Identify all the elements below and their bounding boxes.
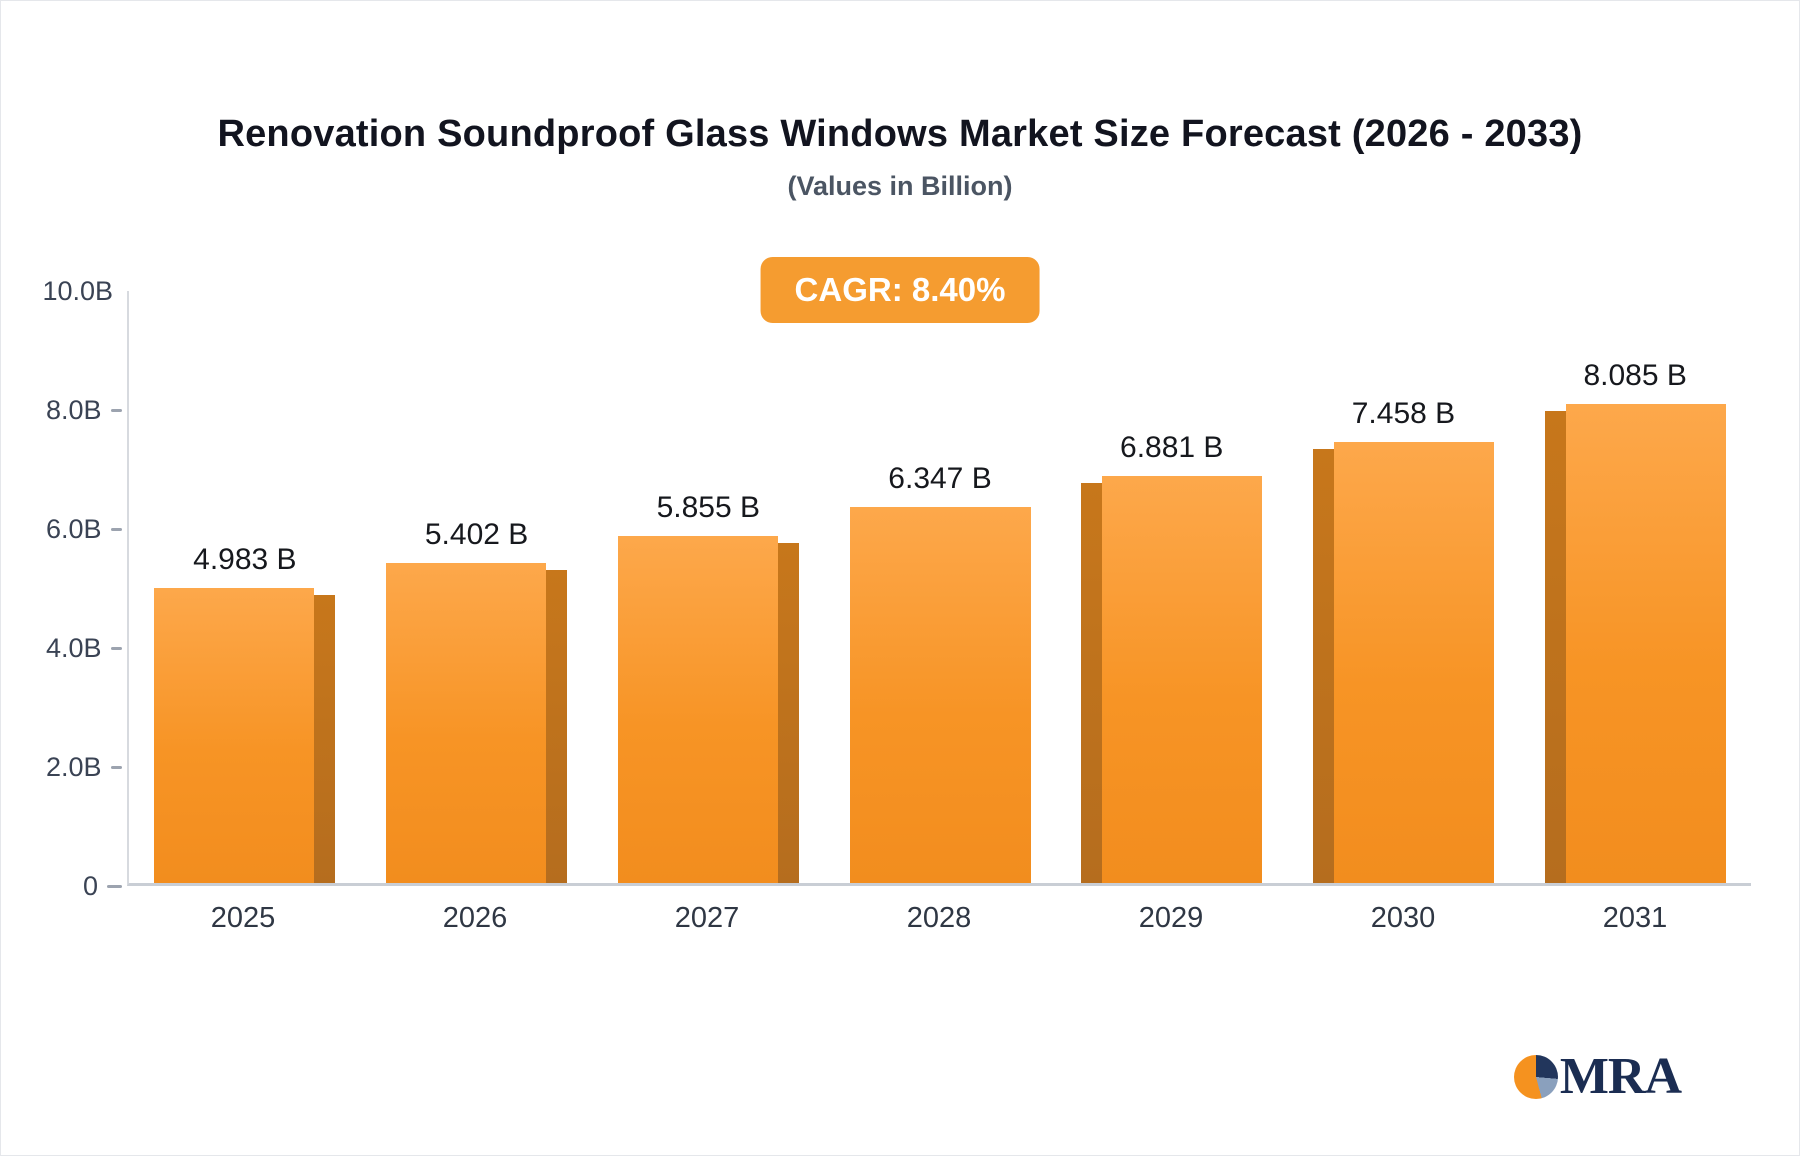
x-axis-labels: 2025 2026 2027 2028 2029 2030 2031 [127,902,1751,935]
bar-side-face [314,595,336,883]
bar-2026 [386,563,568,883]
y-tick-label: 4.0B [46,632,102,663]
mra-pie-logo-icon [1513,1055,1558,1099]
bar-front-face [1333,441,1494,883]
cagr-badge: CAGR: 8.40% [760,257,1040,323]
x-axis-label-2031: 2031 [1602,902,1668,934]
bar-value-label: 4.983 B [193,543,297,577]
x-axis-label-2028: 2028 [906,902,972,934]
logo-text: MRA [1559,1048,1682,1105]
bar-slot-2030: 7.458 B [1288,291,1520,883]
y-tick-mark [110,527,122,531]
chart-subtitle: (Values in Billion) [787,171,1013,201]
bar-2030 [1312,441,1494,883]
y-tick-label: 0 [82,870,98,901]
bar-front-face [1102,475,1263,883]
bar-slot-2025: 4.983 B [129,291,361,883]
y-tick-mark [110,646,122,650]
bar-slot-2031: 8.085 B [1519,291,1751,883]
bar-side-face [1312,448,1334,883]
y-tick-label: 8.0B [46,394,102,425]
bar-value-label: 8.085 B [1583,359,1687,393]
bar-2031 [1544,404,1726,883]
y-tick: 6.0B [46,513,127,545]
bar-slot-2029: 6.881 B [1056,291,1288,883]
y-tick: 0 [46,870,127,902]
x-axis-label-2029: 2029 [1138,902,1204,934]
bar-2025 [154,588,336,883]
y-tick: 4.0B [46,632,127,664]
bar-2029 [1081,475,1263,883]
y-tick: 10.0B [42,275,127,307]
bar-2028 [849,507,1031,883]
y-axis: 10.0B 8.0B 6.0B 4.0B 2.0B 0 [42,276,127,901]
plot-area: 4.983 B 5.402 B 5.855 B 6.347 B 6.881 B 7.458… [127,291,1751,886]
y-tick: 2.0B [46,751,127,783]
x-axis-label-2025: 2025 [210,902,276,934]
bar-value-label: 5.855 B [656,491,760,525]
bar-side-face [546,570,568,883]
bar-value-label: 6.347 B [888,462,992,496]
y-tick-mark [107,884,122,888]
y-tick-label: 2.0B [46,751,102,782]
x-axis-label-2030: 2030 [1370,902,1436,934]
bar-chart: 10.0B 8.0B 6.0B 4.0B 2.0B 0 4.983 B 5.402 B 5.8… [42,276,1751,934]
y-tick: 8.0B [46,394,127,426]
chart-title: Renovation Soundproof Glass Windows Mark… [217,113,1583,155]
y-tick-label: 10.0B [42,275,113,306]
brand-logo: MRA [1513,1048,1682,1105]
bar-front-face [849,507,1031,883]
bar-value-label: 7.458 B [1351,396,1456,430]
y-tick-mark [110,408,122,412]
bar-front-face [386,563,547,883]
bar-2027 [617,536,799,883]
bar-front-face [154,588,315,883]
bar-side-face [777,543,799,883]
bar-front-face [617,536,778,883]
bar-slot-2027: 5.855 B [592,291,824,883]
x-axis-label-2026: 2026 [442,902,508,934]
bar-side-face [1544,411,1566,883]
bar-value-label: 6.881 B [1120,430,1224,464]
bar-slot-2028: 6.347 B [824,291,1056,883]
bar-slot-2026: 5.402 B [361,291,593,883]
y-tick-label: 6.0B [46,513,102,544]
bar-value-label: 5.402 B [424,518,529,552]
bar-side-face [1081,482,1103,883]
bar-front-face [1565,404,1726,883]
x-axis-label-2027: 2027 [674,902,740,934]
y-tick-mark [110,765,122,769]
